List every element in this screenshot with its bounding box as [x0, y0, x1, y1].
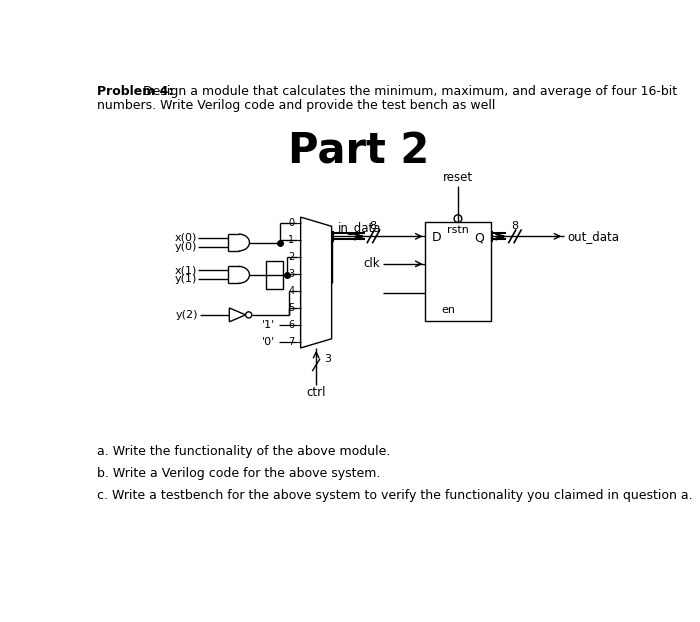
Text: 2: 2 [288, 252, 295, 262]
Text: out_data: out_data [567, 230, 620, 243]
Text: 7: 7 [288, 337, 295, 347]
Text: Problem 4:: Problem 4: [97, 85, 173, 98]
Text: x(1): x(1) [174, 265, 197, 275]
Text: y(0): y(0) [174, 242, 197, 252]
Text: 3: 3 [288, 269, 295, 279]
Text: 5: 5 [288, 303, 295, 313]
Text: Part 2: Part 2 [288, 130, 429, 172]
Text: reset: reset [443, 171, 473, 184]
Text: 3: 3 [324, 354, 331, 364]
Text: in_data: in_data [338, 221, 382, 234]
Text: 0: 0 [288, 218, 295, 228]
Text: ctrl: ctrl [307, 386, 326, 399]
Text: y(1): y(1) [174, 274, 197, 284]
Text: c. Write a testbench for the above system to verify the functionality you claime: c. Write a testbench for the above syste… [97, 488, 692, 501]
Text: x(0): x(0) [174, 233, 197, 243]
Text: D: D [431, 231, 441, 244]
Text: 1: 1 [288, 235, 295, 245]
Bar [426, 223, 491, 321]
Bar [266, 261, 283, 289]
Text: rstn: rstn [447, 225, 469, 235]
Text: clk: clk [363, 258, 379, 271]
Text: numbers. Write Verilog code and provide the test bench as well: numbers. Write Verilog code and provide … [97, 100, 495, 113]
Text: '0': '0' [262, 337, 274, 347]
Text: en: en [441, 305, 455, 315]
Text: 8: 8 [370, 221, 377, 231]
Text: 4: 4 [288, 286, 295, 296]
Text: Design a module that calculates the minimum, maximum, and average of four 16-bit: Design a module that calculates the mini… [139, 85, 677, 98]
Text: a. Write the functionality of the above module.: a. Write the functionality of the above … [97, 445, 390, 458]
Text: y(2): y(2) [176, 310, 198, 320]
Text: b. Write a Verilog code for the above system.: b. Write a Verilog code for the above sy… [97, 467, 380, 480]
Text: '1': '1' [262, 320, 274, 330]
Text: 8: 8 [511, 221, 518, 231]
Text: Q: Q [475, 231, 484, 244]
Text: 6: 6 [288, 320, 295, 330]
